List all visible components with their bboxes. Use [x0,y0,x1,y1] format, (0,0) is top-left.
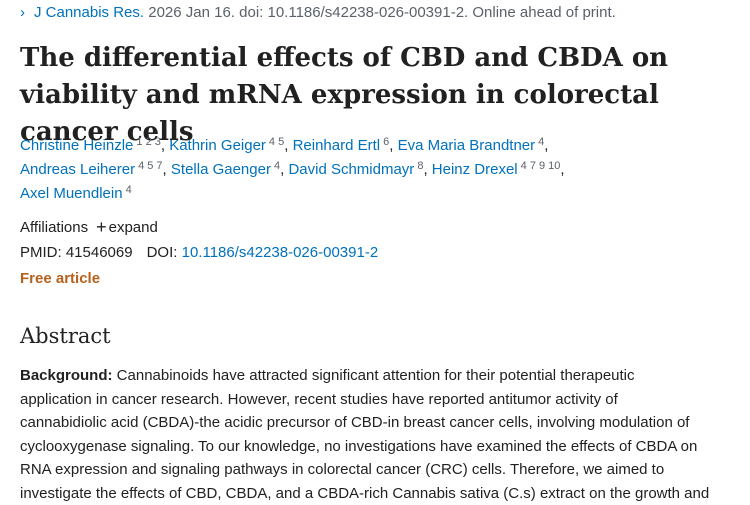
citation-line: ›J Cannabis Res. 2026 Jan 16. doi: 10.11… [20,4,616,21]
abstract-line: application in cancer research. However,… [20,388,732,412]
doi-link[interactable]: 10.1186/s42238-026-00391-2 [182,244,379,261]
citation-details: 2026 Jan 16. doi: 10.1186/s42238-026-003… [144,4,616,21]
abstract-line: investigate the effects of CBD, CBDA, an… [20,482,732,505]
author-link[interactable]: Eva Maria Brandtner [398,137,536,154]
pmid-label: PMID: [20,244,62,261]
author-link[interactable]: Heinz Drexel [432,161,518,178]
journal-link[interactable]: J Cannabis Res. [34,4,144,21]
article-identifiers: PMID: 41546069 DOI: 10.1186/s42238-026-00… [20,244,378,261]
author-link[interactable]: Christine Heinzle [20,137,133,154]
free-article-badge[interactable]: Free article [20,270,100,287]
author-link[interactable]: Andreas Leiherer [20,161,135,178]
doi-label: DOI: [147,244,178,261]
author-link[interactable]: Axel Muendlein [20,185,123,202]
author-affiliation-numbers[interactable]: 4 5 7 [138,160,162,172]
affiliations-label: Affiliations [20,219,88,236]
author-link[interactable]: David Schmidmayr [288,161,414,178]
author-link[interactable]: Stella Gaenger [171,161,271,178]
background-label: Background: [20,367,113,384]
author-link[interactable]: Kathrin Geiger [169,137,266,154]
abstract-line: RNA expression and signaling pathways in… [20,458,732,482]
author-affiliation-numbers[interactable]: 4 [126,184,132,196]
abstract-line: Background: Cannabinoids have attracted … [20,364,732,388]
chevron-right-icon[interactable]: › [20,4,32,21]
author-affiliation-numbers[interactable]: 4 5 [269,136,284,148]
author-link[interactable]: Reinhard Ertl [293,137,381,154]
pmid-value: 41546069 [66,244,133,261]
author-affiliation-numbers[interactable]: 4 7 9 10 [521,160,561,172]
affiliations-toggle[interactable]: Affiliations +expand [20,217,158,238]
abstract-line: cannabidiolic acid (CBDA)-the acidic pre… [20,411,732,435]
abstract-line: cyclooxygenase signaling. To our knowled… [20,435,732,459]
abstract-text: Background: Cannabinoids have attracted … [20,364,732,505]
expand-affiliations-button[interactable]: expand [109,219,158,236]
plus-icon[interactable]: + [96,217,107,238]
author-affiliation-numbers[interactable]: 1 2 3 [136,136,160,148]
abstract-heading: Abstract [20,324,111,348]
